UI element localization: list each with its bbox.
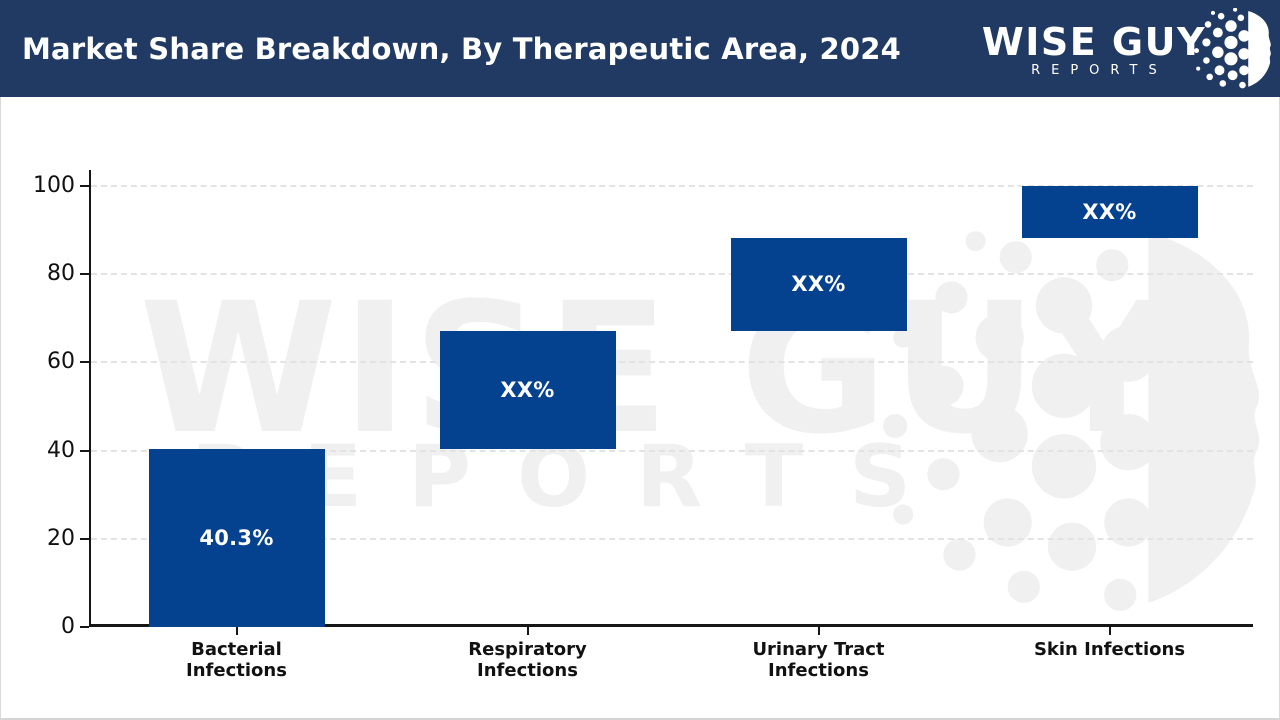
logo-text: WISE GUY REPORTS (982, 21, 1206, 78)
x-tick-mark (817, 627, 820, 635)
x-category-label: Skin Infections (960, 639, 1260, 660)
bar-respiratory-infections: XX% (439, 330, 616, 450)
x-category-label-line: Bacterial (191, 639, 282, 660)
x-tick-mark (1108, 627, 1111, 635)
chart-area: WISE GUY REPORTS 0 20 40 60 80 100 40.3% Bacter… (0, 97, 1280, 720)
x-category-label-line: Urinary Tract (752, 639, 885, 660)
bar-value-label: XX% (1082, 200, 1137, 225)
y-tick-label: 0 (61, 614, 75, 639)
y-tick-mark (80, 273, 89, 276)
y-tick-label: 100 (33, 173, 75, 198)
y-tick-mark (80, 626, 89, 628)
bar-urinary-tract-infections: XX% (730, 238, 907, 331)
bar-value-label: XX% (791, 272, 846, 297)
y-tick-label: 40 (47, 437, 75, 463)
bar-value-label: XX% (500, 377, 555, 402)
gridline-60 (91, 361, 1253, 364)
gridline-20 (91, 537, 1253, 540)
y-tick-mark (80, 449, 89, 452)
logo-wordmark: WISE GUY (981, 19, 1206, 64)
y-tick-mark (80, 185, 89, 187)
x-category-label-line: Infections (477, 660, 578, 681)
y-tick-mark (80, 361, 89, 364)
bar-bacterial-infections: 40.3% (148, 449, 325, 627)
x-category-label-line: Infections (768, 660, 869, 681)
y-tick-label: 60 (47, 349, 75, 375)
gridline-80 (91, 273, 1253, 276)
y-tick-mark (80, 537, 89, 540)
plot-area: 0 20 40 60 80 100 40.3% Bacterial Infections XX% R… (33, 170, 1253, 681)
y-tick-label: 80 (47, 261, 75, 287)
x-category-label-line: Skin Infections (1033, 639, 1186, 660)
wise-guy-logo: WISE GUY REPORTS (982, 6, 1272, 92)
bar-skin-infections: XX% (1021, 186, 1198, 239)
gridline-100 (91, 185, 1253, 187)
y-tick-label: 20 (47, 525, 75, 551)
header-bar: Market Share Breakdown, By Therapeutic A… (0, 0, 1280, 97)
x-category-label: Urinary Tract Infections (669, 639, 969, 681)
chart-title: Market Share Breakdown, By Therapeutic A… (22, 31, 902, 66)
x-tick-mark (526, 627, 529, 635)
logo-face-icon (1194, 8, 1271, 89)
bar-value-label: 40.3% (199, 526, 274, 551)
x-category-label-line: Respiratory (468, 639, 587, 660)
logo-subtitle: REPORTS (1031, 62, 1168, 78)
gridline-40 (91, 449, 1253, 452)
x-category-label: Respiratory Infections (378, 639, 678, 681)
x-category-label: Bacterial Infections (87, 639, 387, 681)
x-category-label-line: Infections (186, 660, 287, 681)
x-tick-mark (235, 627, 238, 635)
